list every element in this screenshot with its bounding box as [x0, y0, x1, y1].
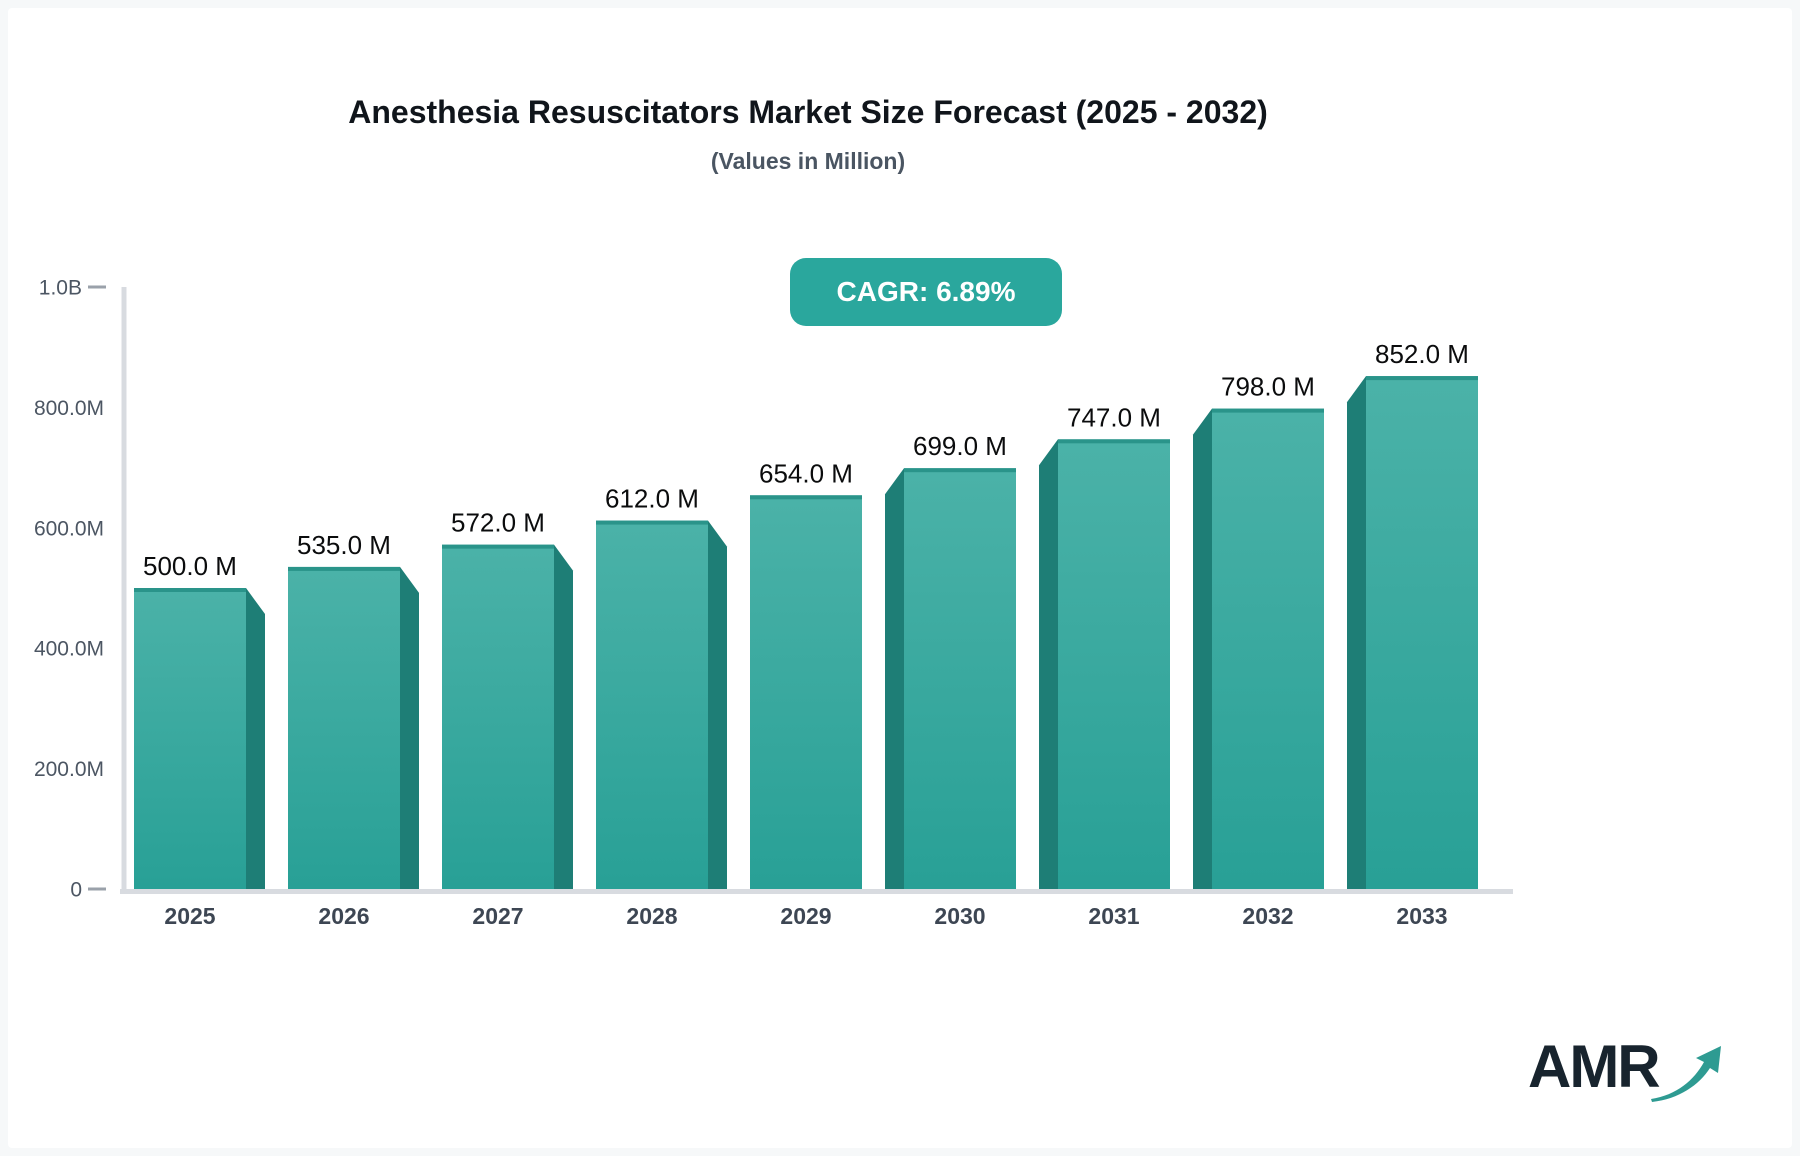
bar-top-edge: [750, 495, 862, 500]
bar: [134, 588, 246, 889]
bar-side-face: [246, 588, 265, 889]
y-axis-label: 0: [70, 879, 82, 902]
bar-side-face: [885, 468, 904, 889]
bar-value-label: 612.0 M: [605, 484, 699, 514]
bar-side-face: [1193, 408, 1212, 889]
bar-top-edge: [1212, 408, 1324, 413]
x-axis-label: 2030: [934, 903, 985, 929]
bar-side-face: [708, 520, 727, 889]
bar: [596, 520, 708, 889]
x-axis-label: 2028: [626, 903, 677, 929]
bar: [442, 544, 554, 889]
chart-card: Anesthesia Resuscitators Market Size For…: [8, 8, 1792, 1148]
bar-value-label: 852.0 M: [1375, 339, 1469, 369]
bar-value-label: 654.0 M: [759, 458, 853, 488]
amr-logo-text: AMR: [1528, 1033, 1661, 1100]
bar-chart: 1.0B 800.0M 600.0M 400.0M 200.0M 0 500.0 M 2025…: [34, 277, 1513, 929]
bar-top-edge: [904, 468, 1016, 473]
bar-top-edge: [1058, 439, 1170, 444]
bar-value-label: 747.0 M: [1067, 402, 1161, 432]
bar: [288, 566, 400, 889]
bar-top-edge: [596, 520, 708, 525]
x-axis-label: 2025: [164, 903, 215, 929]
bar-top-edge: [1366, 376, 1478, 381]
bar-top-edge: [288, 566, 400, 571]
amr-logo: AMR: [1528, 1036, 1727, 1104]
cagr-badge: CAGR: 6.89%: [790, 258, 1062, 326]
chart-subtitle: (Values in Million): [710, 148, 906, 174]
x-axis-label: 2032: [1242, 903, 1293, 929]
bar-top-edge: [442, 544, 554, 549]
y-axis-label: 800.0M: [34, 397, 104, 420]
bar: [750, 495, 862, 889]
bar: [904, 468, 1016, 889]
y-axis-label: 200.0M: [34, 758, 104, 781]
bar: [1366, 376, 1478, 889]
x-axis-label: 2027: [472, 903, 523, 929]
x-axis-label: 2033: [1396, 903, 1447, 929]
x-axis-label: 2029: [780, 903, 831, 929]
bar-top-edge: [134, 588, 246, 592]
bar: [1058, 439, 1170, 889]
bar-side-face: [400, 566, 419, 889]
cagr-badge-label: CAGR: 6.89%: [836, 276, 1016, 307]
x-axis-label: 2026: [318, 903, 369, 929]
bar-side-face: [554, 544, 573, 889]
y-axis-label: 600.0M: [34, 517, 104, 540]
y-axis-label: 1.0B: [39, 277, 82, 300]
bar-side-face: [1347, 376, 1366, 889]
bar-value-label: 699.0 M: [913, 431, 1007, 461]
bar-value-label: 535.0 M: [297, 530, 391, 560]
bar-value-label: 572.0 M: [451, 508, 545, 538]
bar-value-label: 500.0 M: [143, 551, 237, 581]
growth-arrow-icon: [1650, 1046, 1721, 1102]
y-axis-label: 400.0M: [34, 638, 104, 661]
x-axis-label: 2031: [1088, 903, 1139, 929]
chart-title: Anesthesia Resuscitators Market Size For…: [348, 94, 1268, 130]
bar-side-face: [1039, 439, 1058, 889]
bar-value-label: 798.0 M: [1221, 372, 1315, 402]
bar: [1212, 408, 1324, 889]
